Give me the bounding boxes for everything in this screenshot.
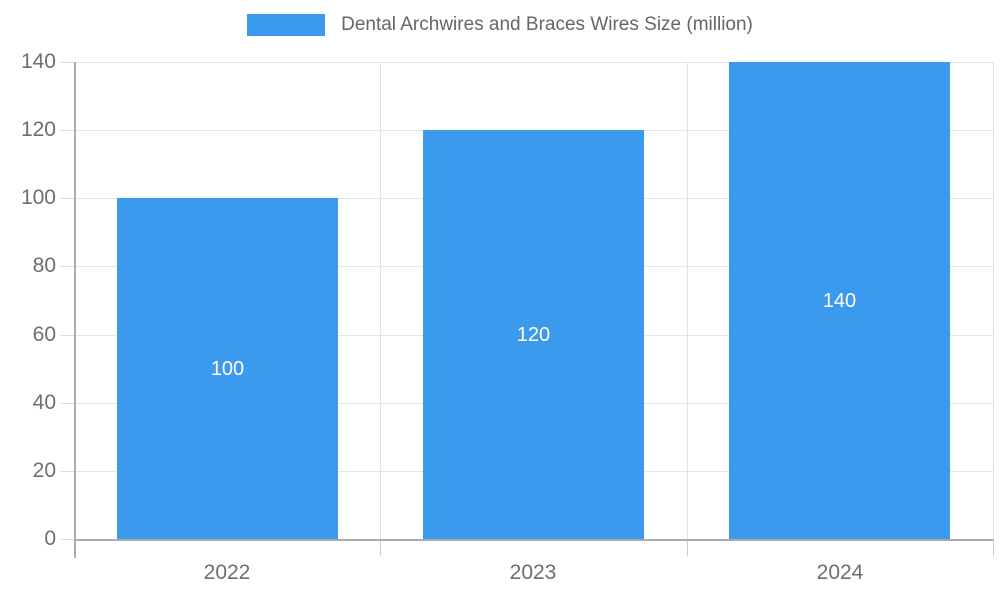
- bar-2023[interactable]: [423, 130, 644, 539]
- y-tick-mark: [60, 471, 74, 472]
- y-tick-mark: [60, 198, 74, 199]
- y-gridline: [74, 62, 993, 63]
- legend-label: Dental Archwires and Braces Wires Size (…: [341, 14, 753, 35]
- y-tick-mark: [60, 62, 74, 63]
- bar-value-label: 100: [210, 358, 245, 380]
- y-tick-label: 0: [44, 527, 56, 550]
- chart-legend: Dental Archwires and Braces Wires Size (…: [0, 14, 1000, 36]
- x-tick-mark: [380, 539, 381, 556]
- x-gridline: [380, 62, 381, 539]
- y-tick-mark: [60, 266, 74, 267]
- bar-value-label: 140: [822, 290, 857, 312]
- y-tick-mark: [60, 403, 74, 404]
- y-tick-label: 60: [32, 323, 56, 346]
- legend-item[interactable]: Dental Archwires and Braces Wires Size (…: [247, 14, 753, 36]
- bar-2022[interactable]: [117, 198, 338, 539]
- y-axis-line: [74, 62, 76, 558]
- x-tick-mark: [993, 539, 994, 556]
- y-tick-mark: [60, 539, 74, 540]
- x-tick-label: 2022: [203, 561, 251, 584]
- x-gridline: [687, 62, 688, 539]
- y-tick-mark: [60, 130, 74, 131]
- x-tick-label: 2023: [509, 561, 557, 584]
- x-gridline: [993, 62, 994, 539]
- y-tick-label: 140: [20, 50, 56, 73]
- y-tick-label: 20: [32, 459, 56, 482]
- bar-value-label: 120: [516, 324, 551, 346]
- y-tick-label: 120: [20, 118, 56, 141]
- y-tick-label: 40: [32, 391, 56, 414]
- y-tick-label: 80: [32, 254, 56, 277]
- bar-2024[interactable]: [729, 62, 950, 539]
- x-axis-line: [74, 539, 993, 541]
- y-tick-mark: [60, 335, 74, 336]
- legend-swatch: [247, 14, 326, 36]
- y-tick-label: 100: [20, 186, 56, 209]
- x-tick-mark: [687, 539, 688, 556]
- x-tick-label: 2024: [816, 561, 864, 584]
